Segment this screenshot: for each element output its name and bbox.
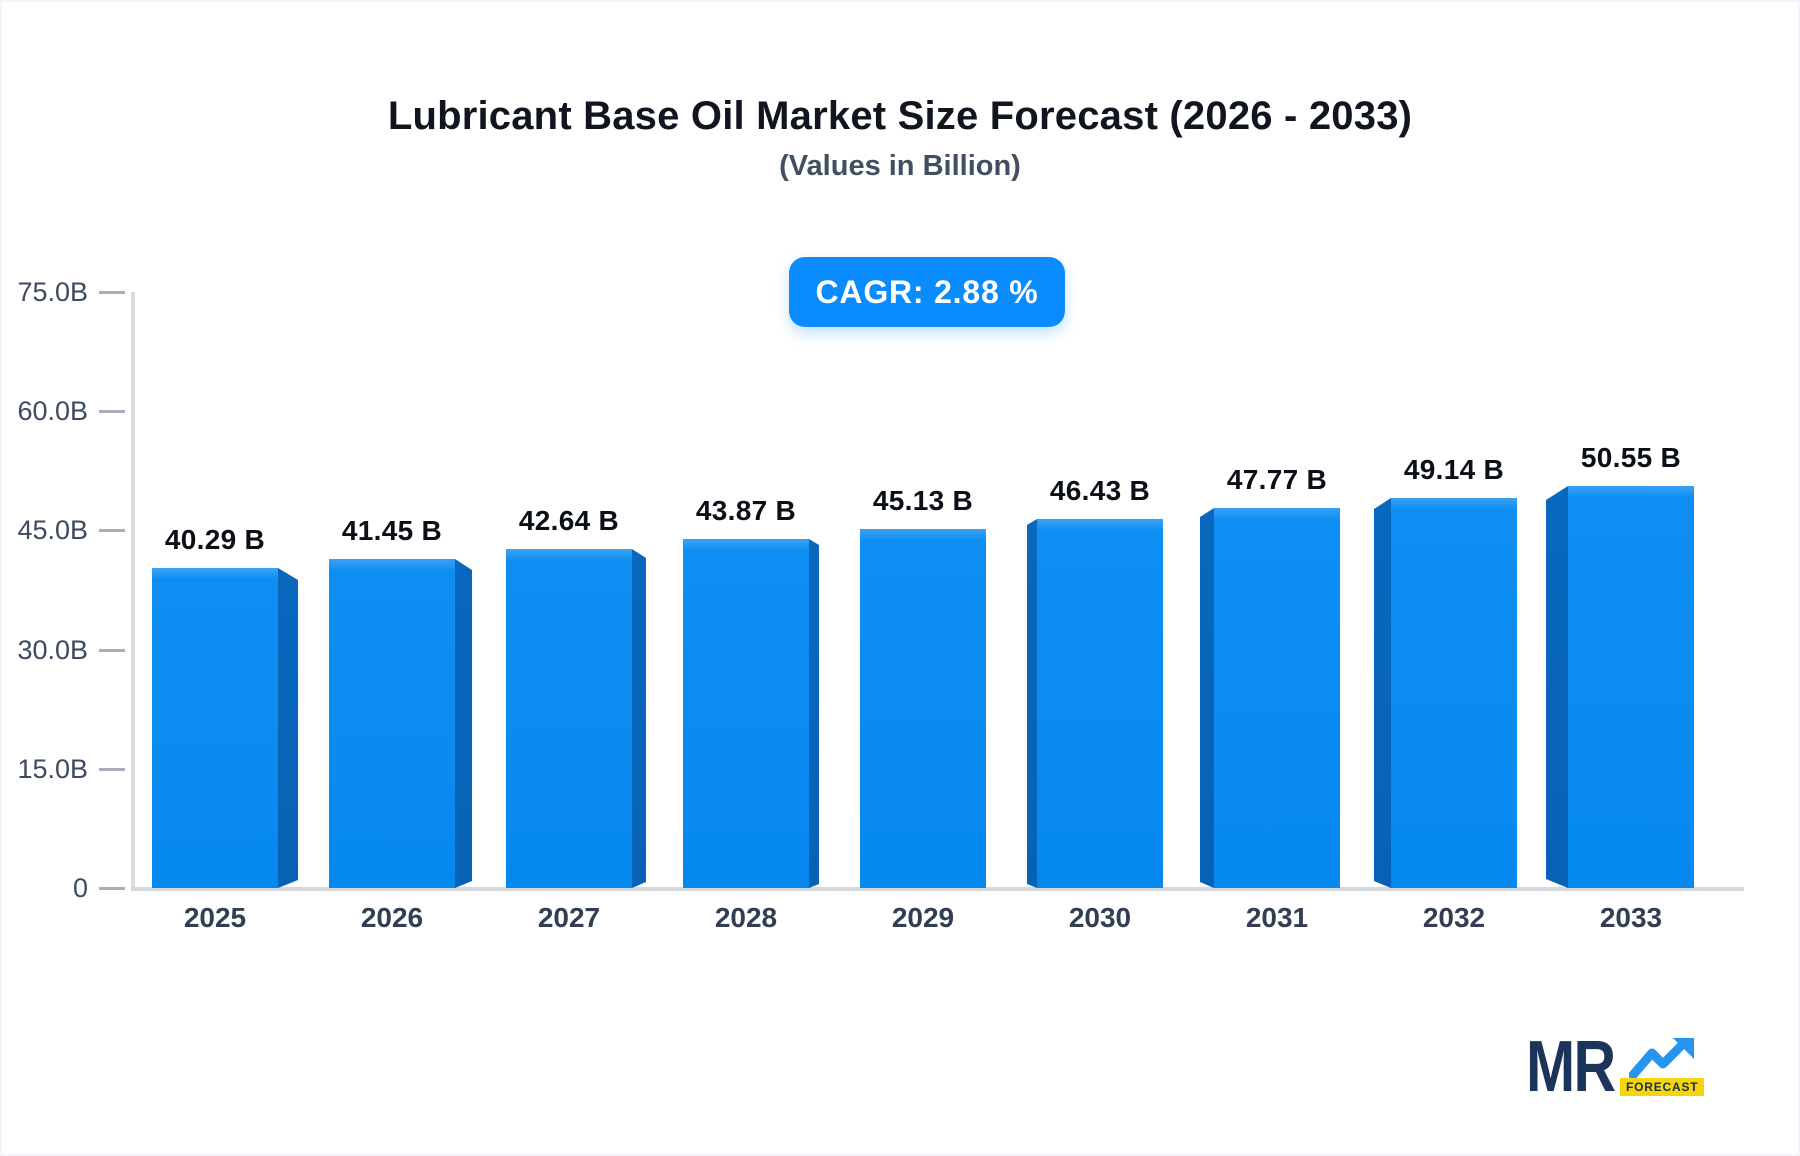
y-tick-dash (99, 768, 125, 771)
y-tick-label: 30.0B (17, 635, 88, 665)
bar (860, 529, 986, 888)
bar-value-label: 49.14 B (1403, 454, 1505, 485)
y-tick-label: 0 (72, 873, 88, 903)
x-axis-label: 2027 (537, 902, 601, 933)
x-axis-label: 2029 (891, 902, 955, 933)
brand-logo: MR FORECAST (1526, 1027, 1705, 1107)
x-axis-label: 2025 (183, 902, 247, 933)
bar-value-label: 42.64 B (518, 505, 620, 536)
bar-value-label: 40.29 B (164, 524, 266, 555)
y-tick-label: 45.0B (17, 515, 88, 545)
bar-side-face (455, 559, 472, 888)
bar-side-face (278, 568, 298, 888)
bar-side-face (1374, 498, 1391, 888)
y-tick-dash (99, 410, 125, 413)
bar-value-label: 50.55 B (1580, 442, 1682, 473)
y-tick-label: 75.0B (17, 277, 88, 307)
bar-value-label: 46.43 B (1049, 475, 1151, 506)
bar-side-face (632, 549, 646, 888)
chart-subtitle: (Values in Billion) (779, 150, 1021, 182)
cagr-badge: CAGR: 2.88 % (789, 257, 1065, 327)
bar-value-label: 41.45 B (341, 515, 443, 546)
bar-value-label: 45.13 B (872, 485, 974, 516)
x-axis-line (131, 887, 1744, 891)
bar (506, 549, 632, 888)
bar-side-face (1200, 508, 1214, 888)
x-axis-label: 2028 (714, 902, 778, 933)
bar (329, 559, 455, 888)
logo-badge: FORECAST (1619, 1078, 1705, 1096)
x-axis-label: 2033 (1599, 902, 1663, 933)
y-tick-dash (99, 529, 125, 532)
bar (152, 568, 278, 888)
trend-arrow-icon (1629, 1038, 1695, 1078)
x-axis-label: 2030 (1068, 902, 1132, 933)
bar (1214, 508, 1340, 888)
bar (1391, 498, 1517, 888)
bar-side-face (809, 539, 819, 888)
y-tick-label: 60.0B (17, 396, 88, 426)
bar (1568, 486, 1694, 888)
y-axis-line (131, 292, 135, 889)
bar-side-face (1027, 519, 1037, 888)
y-tick-dash (99, 649, 125, 652)
bar-side-face (1546, 486, 1568, 888)
y-tick-label: 15.0B (17, 754, 88, 784)
logo-text: MR (1526, 1027, 1616, 1107)
bar (1037, 519, 1163, 888)
bar-value-label: 43.87 B (695, 495, 797, 526)
x-axis-label: 2026 (360, 902, 424, 933)
y-tick-dash (99, 887, 125, 890)
chart-title: Lubricant Base Oil Market Size Forecast … (387, 94, 1413, 138)
cagr-badge-label: CAGR: 2.88 % (815, 273, 1039, 310)
bar-value-label: 47.77 B (1226, 464, 1328, 495)
x-axis-label: 2032 (1422, 902, 1486, 933)
y-tick-dash (99, 291, 125, 294)
bar (683, 539, 809, 888)
x-axis-label: 2031 (1245, 902, 1309, 933)
